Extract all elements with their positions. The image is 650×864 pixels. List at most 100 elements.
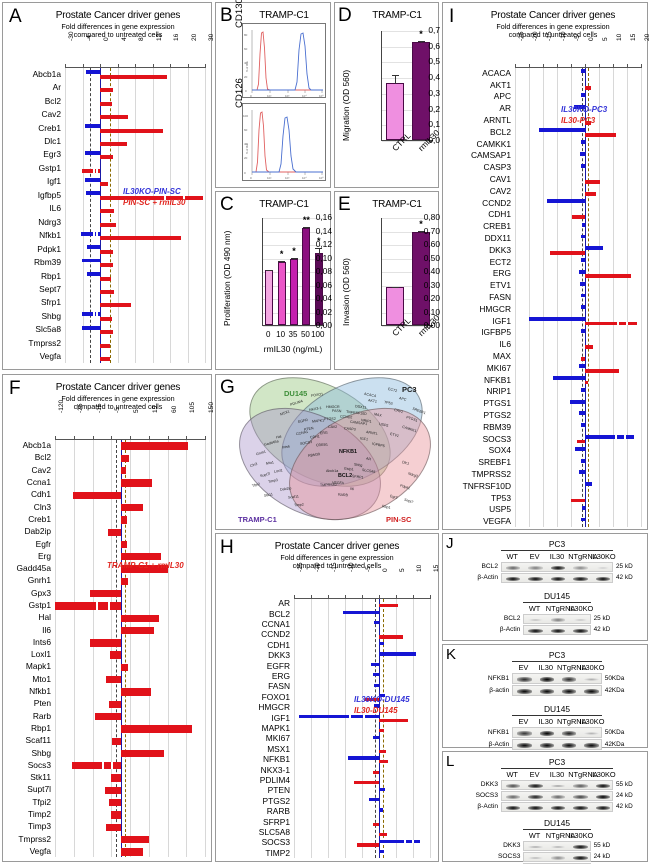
molecular-weight-label: 24 kD — [593, 853, 611, 860]
gridline — [65, 68, 66, 363]
blot-strip — [523, 841, 591, 851]
svg-text:% of Max: % of Max — [245, 142, 249, 154]
venn-gene-label: Il6 — [349, 486, 354, 492]
data-bar — [120, 516, 128, 524]
data-bar — [372, 822, 379, 826]
significance-marker: * — [419, 219, 423, 230]
gridline — [515, 68, 516, 527]
lane-label: IL30 — [549, 770, 565, 779]
protein-band — [528, 856, 543, 860]
data-bar — [343, 610, 379, 615]
threshold-line — [109, 68, 111, 363]
gridline — [111, 440, 113, 857]
axis-tick-label: -5 — [365, 566, 372, 572]
gridline — [205, 440, 206, 857]
data-bar — [580, 517, 585, 522]
data-bar — [120, 553, 161, 561]
cell-line-underline — [512, 661, 602, 662]
panel-e-title: TRAMP-C1 — [372, 199, 422, 210]
lane-label: IL30KO — [568, 604, 594, 613]
data-bar — [411, 41, 431, 140]
protein-band — [573, 795, 588, 799]
error-bar — [318, 248, 320, 254]
data-bar — [314, 252, 323, 325]
venn-gene-label: RARB — [337, 492, 349, 498]
protein-band — [506, 566, 521, 570]
svg-text:60: 60 — [244, 47, 248, 51]
protein-band — [550, 805, 566, 811]
protein-band — [573, 784, 588, 788]
legend-entry: IL30-DU145 — [354, 706, 398, 715]
gridline — [170, 68, 171, 363]
venn-gene-label: CCND2 — [339, 414, 353, 420]
significance-marker: ** — [302, 215, 310, 226]
cell-line-label: DU145 — [543, 591, 571, 601]
svg-text:0: 0 — [244, 171, 246, 175]
gene-label: Socs3 — [27, 759, 51, 770]
data-bar — [105, 676, 121, 684]
gene-label: PTGS2 — [483, 409, 511, 420]
chart-c: * * ** * 0,00 0,02 0,04 0,06 0,08 0,10 0,12 0,14 0,1… — [216, 212, 332, 370]
gene-label: BCL2 — [269, 608, 290, 619]
threshold-line — [383, 599, 385, 858]
threshold-line — [125, 440, 127, 857]
gridline — [382, 109, 433, 111]
gene-label: Stk11 — [30, 772, 51, 783]
svg-text:100: 100 — [243, 114, 248, 118]
y-axis-tick-label: 0,10 — [423, 306, 440, 317]
gene-label: Il6 — [42, 624, 51, 635]
data-bar — [585, 368, 619, 373]
data-bar — [368, 798, 379, 802]
panel-c: C TRAMP-C1 * * ** * 0,00 0,02 0,04 0,06 0,08 0,10… — [215, 191, 332, 370]
gene-label: NKX3-1 — [260, 764, 290, 775]
gene-label: Tmprss2 — [28, 337, 61, 348]
flow-histogram-cd130: 0 10² 10³ 10⁴ 10⁵ 0 20 40 60 80 % of Max — [242, 23, 326, 98]
molecular-weight-label: 42KDa — [604, 686, 625, 694]
gene-label: Slc5a8 — [35, 324, 61, 335]
lane-label: IL30 — [538, 663, 553, 672]
lane-label: WT — [506, 552, 518, 561]
data-bar — [373, 704, 379, 708]
plot-area: Abcb1a Ar Bcl2 Cav2 Creb1 Dlc1 Egr3 Gstp1 Igf1 Ig… — [28, 64, 206, 363]
significance-marker: * — [419, 28, 423, 39]
venn-gene-label: CAV2 — [328, 425, 338, 429]
gene-label: Mapk1 — [25, 661, 51, 672]
axis-tick — [627, 64, 628, 68]
gene-label: Loxl1 — [30, 649, 51, 660]
blot-k: PC3 EV IL30 NTgRNA IL30KO NFKB1 50KDa β-actin 42… — [457, 648, 647, 750]
data-bar — [585, 132, 616, 137]
protein-band — [528, 566, 543, 570]
protein-band — [584, 689, 599, 694]
data-bar — [585, 121, 591, 125]
gene-label: SLC5A8 — [258, 827, 290, 837]
error-bar-cap — [391, 286, 399, 288]
data-bar — [580, 258, 585, 262]
data-bar — [120, 835, 150, 844]
panel-g-letter: G — [220, 377, 235, 398]
data-bar — [100, 115, 128, 120]
data-bar — [569, 399, 585, 404]
gene-label: TP53 — [490, 492, 511, 503]
plot-area: ACACA AKT1 APC AR ARNTL BCL2 CAMKK1 CAMSAP1 CASP… — [463, 64, 642, 527]
axis-tick-label: -15 — [331, 562, 338, 572]
data-bar — [100, 209, 115, 214]
gene-label: SFRP1 — [263, 816, 290, 827]
y-axis-tick-label: 0,50 — [423, 252, 440, 263]
panel-a-subtitle-2: compared to untreated cells — [73, 30, 163, 39]
axis-tick-label: 12 — [155, 33, 163, 41]
gene-label: NRIP1 — [486, 386, 511, 397]
gridline — [382, 258, 433, 260]
blot-strip — [512, 739, 602, 750]
data-bar — [379, 787, 386, 791]
panel-i-letter: I — [449, 6, 455, 27]
protein-name-label: NFKB1 — [487, 728, 510, 736]
gene-label: Rbm39 — [34, 257, 61, 268]
blot-strip — [523, 614, 591, 624]
protein-band — [506, 795, 521, 799]
panel-h-subtitle-1: Fold differences in gene expression — [280, 553, 394, 562]
data-bar — [580, 140, 585, 145]
gene-label: CDH1 — [488, 209, 511, 220]
lane-label: EV — [518, 717, 529, 726]
chart-legend: IL30KO-PC3 IL30-PC3 — [561, 104, 607, 126]
data-bar — [379, 833, 387, 837]
